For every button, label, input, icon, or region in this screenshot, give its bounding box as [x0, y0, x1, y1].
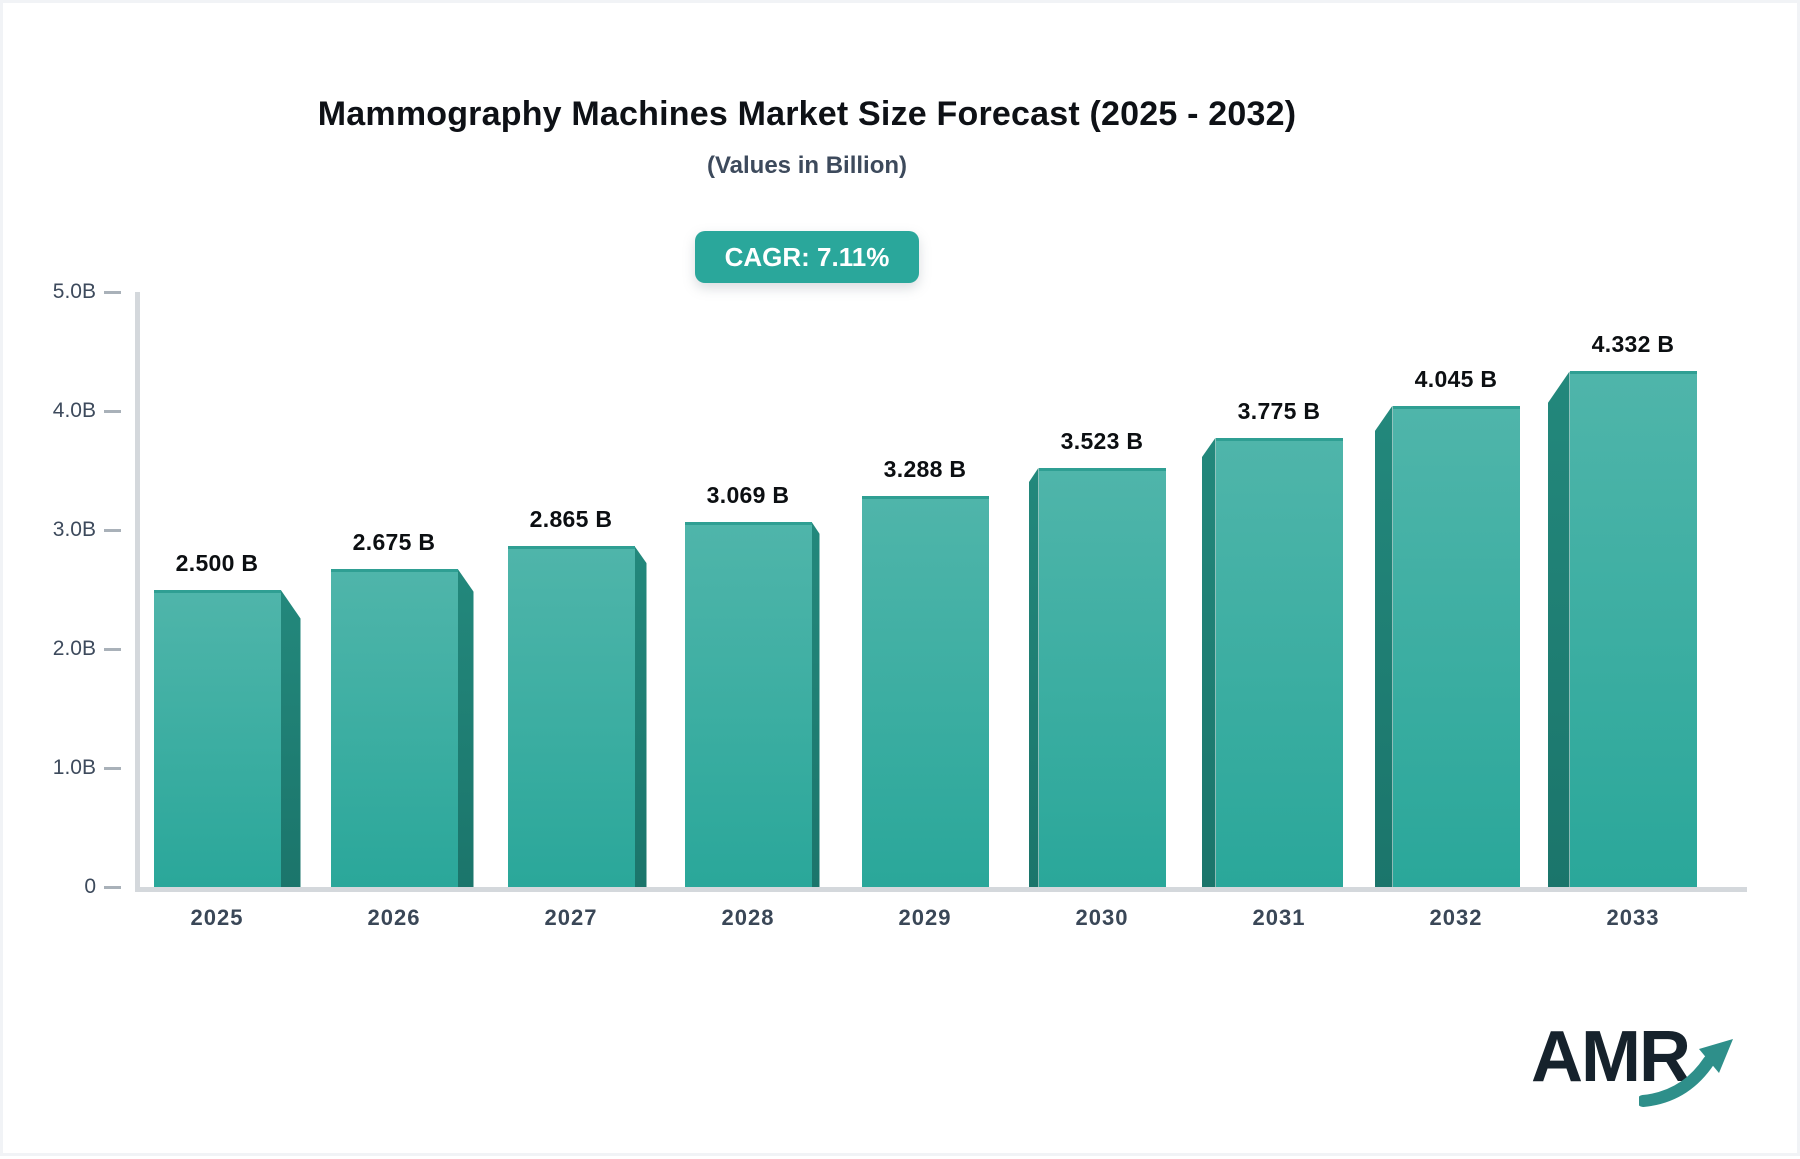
amr-logo: AMR: [1531, 1017, 1733, 1113]
bar-2030: [1038, 467, 1166, 887]
bar-value-label: 3.775 B: [1237, 397, 1321, 424]
y-axis-line: [135, 292, 140, 891]
bar-2032: [1392, 405, 1520, 887]
cagr-badge-label: CAGR: 7.11%: [724, 241, 890, 272]
bar-3d-side: [1374, 405, 1393, 887]
bar-value-label: 3.523 B: [1060, 427, 1144, 454]
y-axis-tick-label: 4.0B: [52, 399, 96, 422]
y-axis-tick-mark: [104, 886, 121, 889]
x-axis-label-2025: 2025: [190, 905, 244, 930]
y-axis-tick-label: 3.0B: [52, 518, 96, 541]
y-axis-tick-mark: [104, 291, 121, 294]
x-axis-label-2028: 2028: [721, 905, 775, 930]
bar-3d-side: [634, 546, 647, 887]
chart-subtitle: (Values in Billion): [706, 152, 908, 179]
bar-value-label: 4.045 B: [1414, 365, 1498, 392]
y-axis-tick-mark: [104, 648, 121, 651]
bar-2025: [153, 589, 281, 887]
x-axis-label-2030: 2030: [1075, 905, 1129, 930]
amr-logo-text: AMR: [1531, 1017, 1691, 1097]
bar-2028: [684, 521, 812, 887]
bar-2033: [1569, 371, 1697, 887]
x-axis-label-2031: 2031: [1252, 905, 1306, 930]
bar-2026: [330, 568, 458, 887]
chart-title: Mammography Machines Market Size Forecas…: [317, 95, 1297, 133]
bar-3d-side: [811, 521, 820, 887]
bar-value-label: 4.332 B: [1591, 331, 1675, 358]
bar-value-label: 2.500 B: [175, 549, 259, 576]
y-axis-tick-label: 5.0B: [52, 280, 96, 303]
chart-header: Mammography Machines Market Size Forecas…: [3, 95, 1611, 180]
bar-3d-side: [457, 568, 474, 887]
bar-value-label: 2.865 B: [529, 506, 613, 533]
x-axis-label-2032: 2032: [1429, 905, 1483, 930]
y-axis-tick-label: 2.0B: [52, 637, 96, 660]
bar-3d-side: [1547, 371, 1570, 887]
bar-value-label: 3.288 B: [883, 455, 967, 482]
x-axis-label-2033: 2033: [1606, 905, 1660, 930]
growth-arrow-icon: [1639, 1039, 1733, 1107]
y-axis-tick-label: 1.0B: [52, 756, 96, 779]
bar-3d-side: [1201, 437, 1216, 887]
bar-value-label: 3.069 B: [706, 481, 790, 508]
bar-2027: [507, 546, 635, 887]
cagr-badge: CAGR: 7.11%: [695, 231, 919, 283]
x-axis-label-2027: 2027: [544, 905, 598, 930]
bar-value-label: 2.675 B: [352, 528, 436, 555]
x-axis-line: [135, 887, 1747, 892]
y-axis-tick-mark: [104, 529, 121, 532]
bar-2029: [861, 495, 989, 887]
y-axis-tick-mark: [104, 410, 121, 413]
bar-3d-side: [1028, 467, 1039, 887]
y-axis-tick-label: 0: [84, 875, 96, 898]
y-axis-tick-mark: [104, 767, 121, 770]
bar-chart-plot-area: 0 1.0B 2.0B 3.0B 4.0B 5.0B 2.500 B 2025 2.675 B 2…: [3, 3, 1800, 1159]
x-axis-label-2026: 2026: [367, 905, 421, 930]
bar-3d-side: [280, 589, 301, 887]
x-axis-label-2029: 2029: [898, 905, 952, 930]
bar-2031: [1215, 437, 1343, 887]
